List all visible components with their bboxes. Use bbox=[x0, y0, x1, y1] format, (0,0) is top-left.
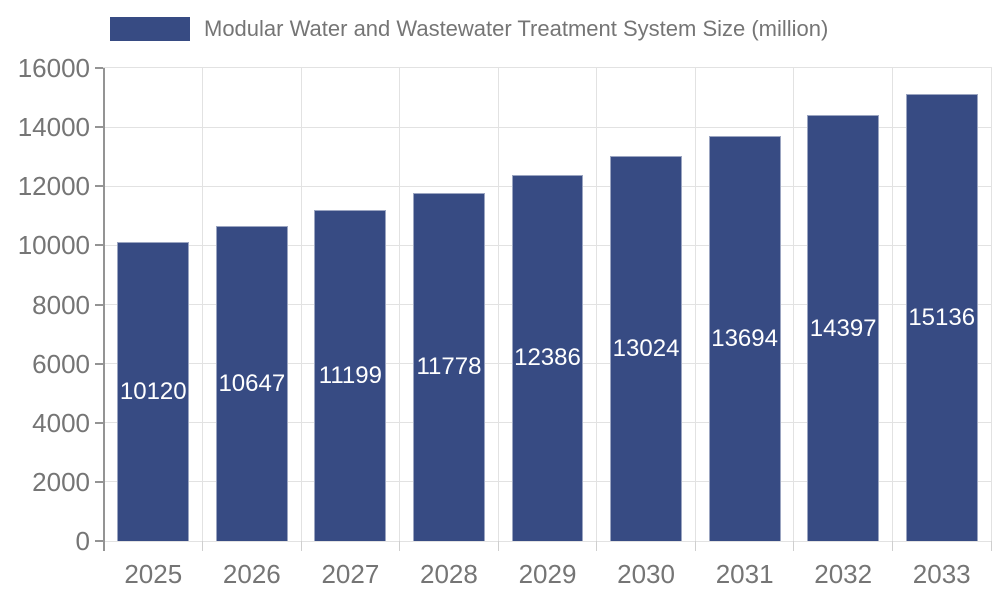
bar: 13694 bbox=[708, 136, 781, 541]
gridline-horizontal bbox=[104, 126, 991, 128]
bar: 12386 bbox=[511, 174, 584, 541]
x-axis-tick bbox=[793, 541, 795, 551]
gridline-vertical bbox=[891, 68, 893, 541]
y-axis-tick bbox=[95, 126, 103, 129]
y-axis-tick bbox=[95, 303, 103, 306]
x-axis-tick-label: 2032 bbox=[814, 559, 873, 589]
bar-value-label: 13024 bbox=[612, 334, 680, 362]
bar-value-label: 10647 bbox=[218, 370, 286, 398]
x-axis-tick bbox=[990, 541, 992, 551]
legend-label: Modular Water and Wastewater Treatment S… bbox=[204, 16, 829, 41]
x-axis-tick-label: 2027 bbox=[321, 559, 380, 589]
bar: 11199 bbox=[314, 209, 387, 541]
gridline-vertical bbox=[202, 68, 204, 541]
y-axis-tick bbox=[95, 540, 103, 542]
x-axis-tick bbox=[399, 541, 401, 551]
y-axis-tick bbox=[95, 480, 103, 483]
x-axis-tick bbox=[202, 541, 204, 551]
gridline-vertical bbox=[300, 68, 302, 541]
y-axis-tick-label: 10000 bbox=[17, 230, 90, 261]
y-axis-tick bbox=[95, 362, 103, 365]
gridline-vertical bbox=[399, 68, 401, 541]
bar: 10120 bbox=[117, 241, 190, 541]
y-axis-tick-label: 2000 bbox=[32, 466, 90, 497]
bar: 15136 bbox=[905, 93, 978, 541]
y-axis-tick-label: 8000 bbox=[32, 289, 90, 320]
y-axis-tick bbox=[95, 67, 103, 69]
x-axis-tick-label: 2029 bbox=[518, 559, 577, 589]
gridline-vertical bbox=[596, 68, 598, 541]
x-axis-tick-label: 2030 bbox=[617, 559, 675, 589]
x-axis-tick-label: 2026 bbox=[222, 559, 281, 589]
bar-value-label: 10120 bbox=[119, 377, 187, 405]
gridline-vertical bbox=[694, 68, 696, 541]
gridline-vertical bbox=[497, 68, 499, 541]
legend-swatch bbox=[110, 17, 190, 41]
y-axis-tick bbox=[95, 244, 103, 247]
plot-area: 0 2000 4000 6000 8000 10000 12000 14000 16000 101… bbox=[18, 53, 992, 589]
bar-value-label: 14397 bbox=[809, 314, 877, 342]
x-axis-tick bbox=[300, 541, 302, 551]
y-axis-tick-label: 0 bbox=[75, 526, 90, 556]
y-axis-tick-label: 16000 bbox=[17, 53, 90, 83]
y-axis-line bbox=[103, 68, 105, 551]
y-axis-tick bbox=[95, 421, 103, 424]
y-axis-tick-label: 4000 bbox=[32, 407, 90, 438]
bar-value-label: 11778 bbox=[416, 353, 482, 381]
x-axis-tick-label: 2025 bbox=[124, 559, 183, 589]
x-axis-tick bbox=[891, 541, 893, 551]
y-axis-tick-label: 6000 bbox=[32, 348, 90, 379]
y-axis-tick-label: 12000 bbox=[17, 171, 90, 202]
y-axis-tick-label: 14000 bbox=[17, 112, 90, 143]
gridline-vertical bbox=[793, 68, 795, 541]
bar: 10647 bbox=[215, 226, 288, 541]
x-axis-tick-label: 2028 bbox=[420, 559, 478, 589]
y-axis-tick bbox=[95, 185, 103, 188]
bar: 11778 bbox=[412, 192, 485, 541]
bar-value-label: 13694 bbox=[711, 325, 778, 353]
x-axis-tick bbox=[497, 541, 499, 551]
bar: 13024 bbox=[610, 155, 683, 541]
x-axis-tick bbox=[694, 541, 696, 551]
bar-value-label: 15136 bbox=[908, 303, 976, 331]
x-axis-tick-label: 2031 bbox=[715, 559, 774, 589]
x-axis-tick bbox=[596, 541, 598, 551]
x-axis-tick-label: 2033 bbox=[912, 559, 971, 589]
bar: 14397 bbox=[807, 115, 880, 541]
legend: Modular Water and Wastewater Treatment S… bbox=[110, 16, 828, 42]
bar-value-label: 12386 bbox=[514, 344, 581, 372]
bar-value-label: 11199 bbox=[318, 361, 382, 389]
